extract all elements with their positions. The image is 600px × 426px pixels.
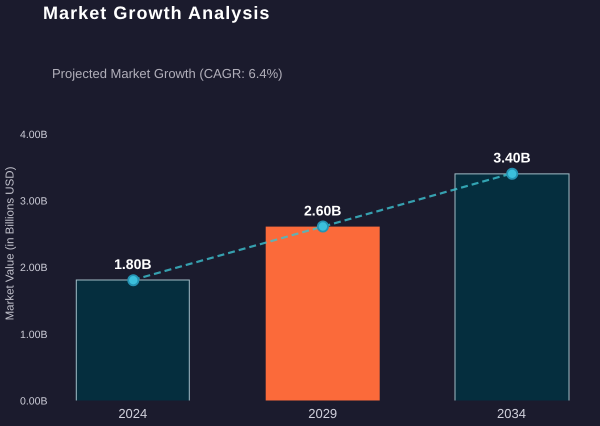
svg-text:3.40B: 3.40B: [493, 150, 530, 166]
svg-text:Market Value (in Billions USD): Market Value (in Billions USD): [5, 166, 17, 320]
svg-text:1.00B: 1.00B: [20, 329, 47, 341]
svg-text:2.60B: 2.60B: [304, 203, 341, 219]
svg-text:4.00B: 4.00B: [20, 129, 47, 141]
svg-text:1.80B: 1.80B: [114, 256, 151, 272]
svg-text:2024: 2024: [118, 406, 147, 421]
svg-text:3.00B: 3.00B: [20, 196, 47, 208]
svg-text:2029: 2029: [308, 406, 337, 421]
svg-text:2.00B: 2.00B: [20, 262, 47, 274]
svg-text:2034: 2034: [497, 406, 526, 421]
svg-text:Projected Market Growth (CAGR:: Projected Market Growth (CAGR: 6.4%): [52, 66, 282, 81]
svg-text:Market Growth Analysis: Market Growth Analysis: [43, 3, 271, 23]
svg-text:0.00B: 0.00B: [20, 395, 47, 407]
